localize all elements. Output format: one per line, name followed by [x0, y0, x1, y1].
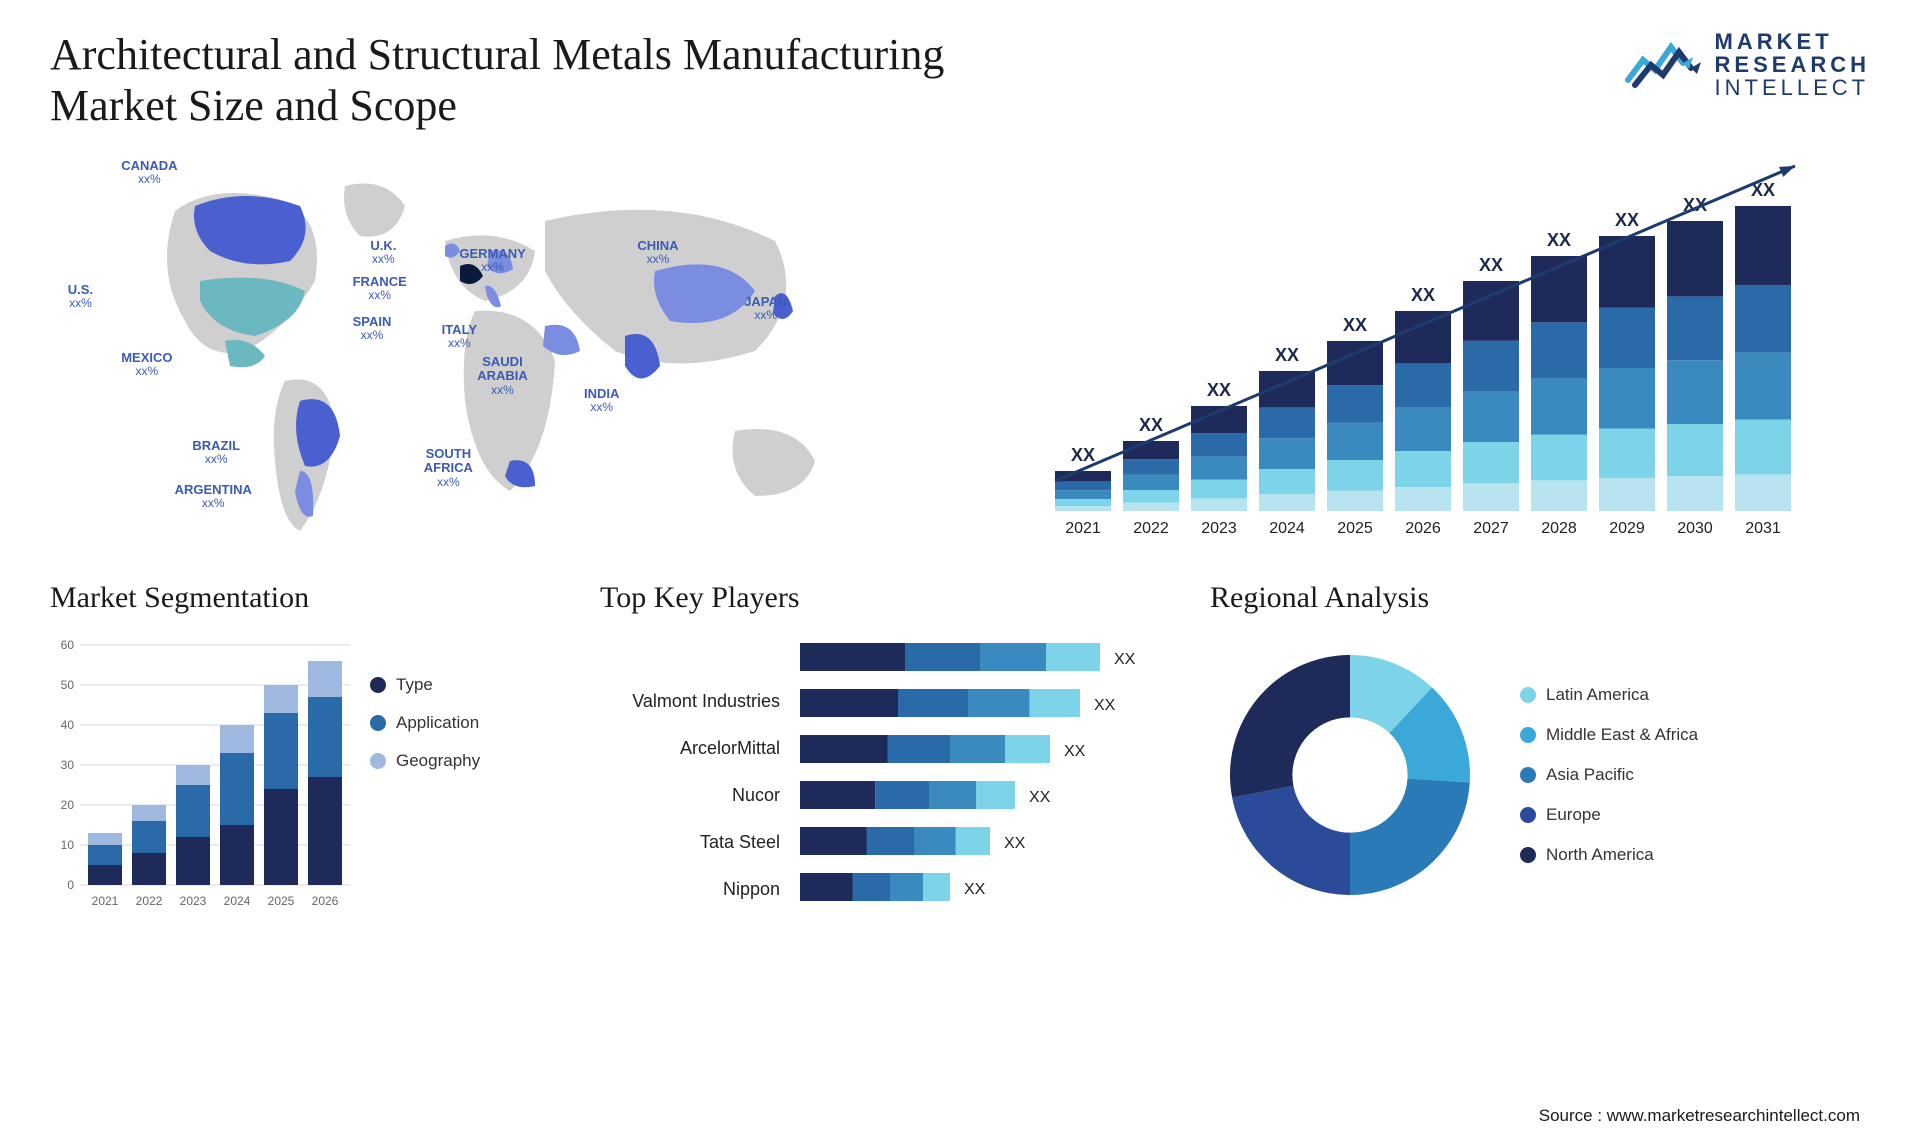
regional-donut-chart [1210, 635, 1490, 915]
svg-text:XX: XX [964, 881, 986, 898]
svg-text:20: 20 [61, 798, 75, 812]
regional-legend: Latin America Middle East & Africa Asia Pa… [1520, 685, 1698, 865]
svg-text:XX: XX [1139, 415, 1163, 435]
map-label: BRAZILxx% [192, 439, 240, 466]
map-label: U.S.xx% [68, 283, 93, 310]
player-label: Nippon [600, 879, 780, 900]
svg-text:0: 0 [67, 878, 74, 892]
map-label: SPAINxx% [353, 315, 392, 342]
legend-item: Geography [370, 751, 480, 771]
svg-text:40: 40 [61, 718, 75, 732]
svg-text:XX: XX [1029, 789, 1051, 806]
svg-text:2025: 2025 [1337, 520, 1373, 537]
map-label: FRANCExx% [353, 275, 407, 302]
source-attribution: Source : www.marketresearchintellect.com [1539, 1106, 1860, 1126]
svg-text:XX: XX [1094, 697, 1116, 714]
player-label: Tata Steel [600, 832, 780, 853]
map-label: MEXICOxx% [121, 351, 172, 378]
map-label: SOUTHAFRICAxx% [424, 447, 473, 489]
segmentation-title: Market Segmentation [50, 581, 570, 615]
svg-text:2026: 2026 [1405, 520, 1441, 537]
svg-text:XX: XX [1064, 743, 1086, 760]
svg-text:2024: 2024 [224, 894, 251, 908]
legend-item: Application [370, 713, 480, 733]
svg-text:XX: XX [1615, 210, 1639, 230]
svg-text:XX: XX [1207, 380, 1231, 400]
svg-text:2024: 2024 [1269, 520, 1305, 537]
legend-item: Asia Pacific [1520, 765, 1698, 785]
svg-text:50: 50 [61, 678, 75, 692]
map-label: ITALYxx% [442, 323, 477, 350]
map-label: INDIAxx% [584, 387, 619, 414]
legend-item: Middle East & Africa [1520, 725, 1698, 745]
player-label: Nucor [600, 785, 780, 806]
logo-mark-icon [1623, 35, 1703, 95]
svg-text:XX: XX [1004, 835, 1026, 852]
map-label: JAPANxx% [744, 295, 787, 322]
forecast-bar-chart: XX 2021 XX 2022 XX 2023 XX 2024 XX 2025 XX 2026 XX 20… [980, 151, 1870, 551]
legend-item: Europe [1520, 805, 1698, 825]
segmentation-panel: Market Segmentation 0 10 20 30 40 50 60 2021 20… [50, 581, 570, 935]
svg-text:2023: 2023 [1201, 520, 1237, 537]
map-label: CHINAxx% [637, 239, 678, 266]
svg-text:XX: XX [1114, 651, 1136, 668]
legend-item: Type [370, 675, 480, 695]
key-players-title: Top Key Players [600, 581, 1180, 615]
svg-text:XX: XX [1479, 255, 1503, 275]
player-label: Valmont Industries [600, 691, 780, 712]
svg-text:60: 60 [61, 638, 75, 652]
svg-text:2022: 2022 [136, 894, 163, 908]
logo-text-3: INTELLECT [1715, 76, 1870, 99]
svg-text:2028: 2028 [1541, 520, 1577, 537]
page-title: Architectural and Structural Metals Manu… [50, 30, 1050, 131]
key-players-panel: Top Key Players Valmont Industries Arcelo… [600, 581, 1180, 935]
logo-text-1: MARKET [1715, 30, 1870, 53]
segmentation-chart: 0 10 20 30 40 50 60 2021 2022 2023 2024 2025 2026 [50, 635, 350, 915]
svg-text:2023: 2023 [180, 894, 207, 908]
brand-logo: MARKET RESEARCH INTELLECT [1623, 30, 1870, 99]
map-label: U.K.xx% [370, 239, 396, 266]
svg-text:XX: XX [1343, 315, 1367, 335]
svg-text:2029: 2029 [1609, 520, 1645, 537]
map-label: SAUDIARABIAxx% [477, 355, 528, 397]
key-players-labels: Valmont Industries ArcelorMittal Nucor Tata… [600, 635, 780, 935]
svg-text:2021: 2021 [1065, 520, 1101, 537]
svg-text:2022: 2022 [1133, 520, 1169, 537]
svg-text:XX: XX [1275, 345, 1299, 365]
svg-text:2025: 2025 [268, 894, 295, 908]
map-label: CANADAxx% [121, 159, 177, 186]
svg-text:XX: XX [1071, 445, 1095, 465]
svg-text:10: 10 [61, 838, 75, 852]
map-label: GERMANYxx% [459, 247, 525, 274]
map-label: ARGENTINAxx% [175, 483, 252, 510]
svg-text:30: 30 [61, 758, 75, 772]
svg-text:2030: 2030 [1677, 520, 1713, 537]
segmentation-legend: Type Application Geography [370, 635, 480, 915]
world-map-panel: CANADAxx% U.S.xx% MEXICOxx% BRAZILxx% ARGENT… [50, 151, 940, 551]
key-players-chart: XX XX XX XX XX XX [800, 635, 1160, 935]
regional-title: Regional Analysis [1210, 581, 1870, 615]
svg-text:2027: 2027 [1473, 520, 1509, 537]
svg-text:XX: XX [1411, 285, 1435, 305]
forecast-chart-panel: XX 2021 XX 2022 XX 2023 XX 2024 XX 2025 XX 2026 XX 20… [980, 151, 1870, 551]
regional-panel: Regional Analysis Latin America Middle Ea… [1210, 581, 1870, 935]
svg-text:2026: 2026 [312, 894, 339, 908]
legend-item: North America [1520, 845, 1698, 865]
svg-text:XX: XX [1547, 230, 1571, 250]
legend-item: Latin America [1520, 685, 1698, 705]
logo-text-2: RESEARCH [1715, 53, 1870, 76]
svg-text:2031: 2031 [1745, 520, 1781, 537]
svg-text:2021: 2021 [92, 894, 119, 908]
player-label: ArcelorMittal [600, 738, 780, 759]
